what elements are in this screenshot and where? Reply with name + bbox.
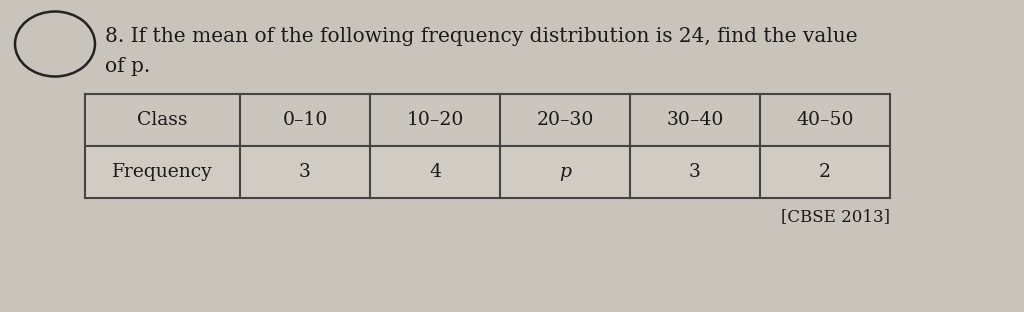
Text: 30–40: 30–40 (667, 111, 724, 129)
Bar (500, 94, 630, 146)
Text: 3: 3 (689, 163, 701, 181)
Bar (760, 146, 890, 198)
Bar (630, 94, 760, 146)
Bar (85, 146, 240, 198)
Text: 0–10: 0–10 (283, 111, 328, 129)
Text: [CBSE 2013]: [CBSE 2013] (781, 208, 890, 225)
Text: 10–20: 10–20 (407, 111, 464, 129)
Bar (240, 146, 370, 198)
Text: 20–30: 20–30 (537, 111, 594, 129)
Bar (370, 94, 500, 146)
Bar (370, 146, 500, 198)
Text: 2: 2 (819, 163, 831, 181)
Text: 4: 4 (429, 163, 441, 181)
Text: Frequency: Frequency (112, 163, 213, 181)
Text: Class: Class (137, 111, 187, 129)
Text: of p.: of p. (105, 57, 151, 76)
Bar (500, 146, 630, 198)
Text: 8. If the mean of the following frequency distribution is 24, find the value: 8. If the mean of the following frequenc… (105, 27, 858, 46)
Bar (240, 94, 370, 146)
Text: p: p (559, 163, 571, 181)
Text: 40–50: 40–50 (797, 111, 854, 129)
Text: 3: 3 (299, 163, 311, 181)
Bar (630, 146, 760, 198)
Bar (760, 94, 890, 146)
Bar (85, 94, 240, 146)
